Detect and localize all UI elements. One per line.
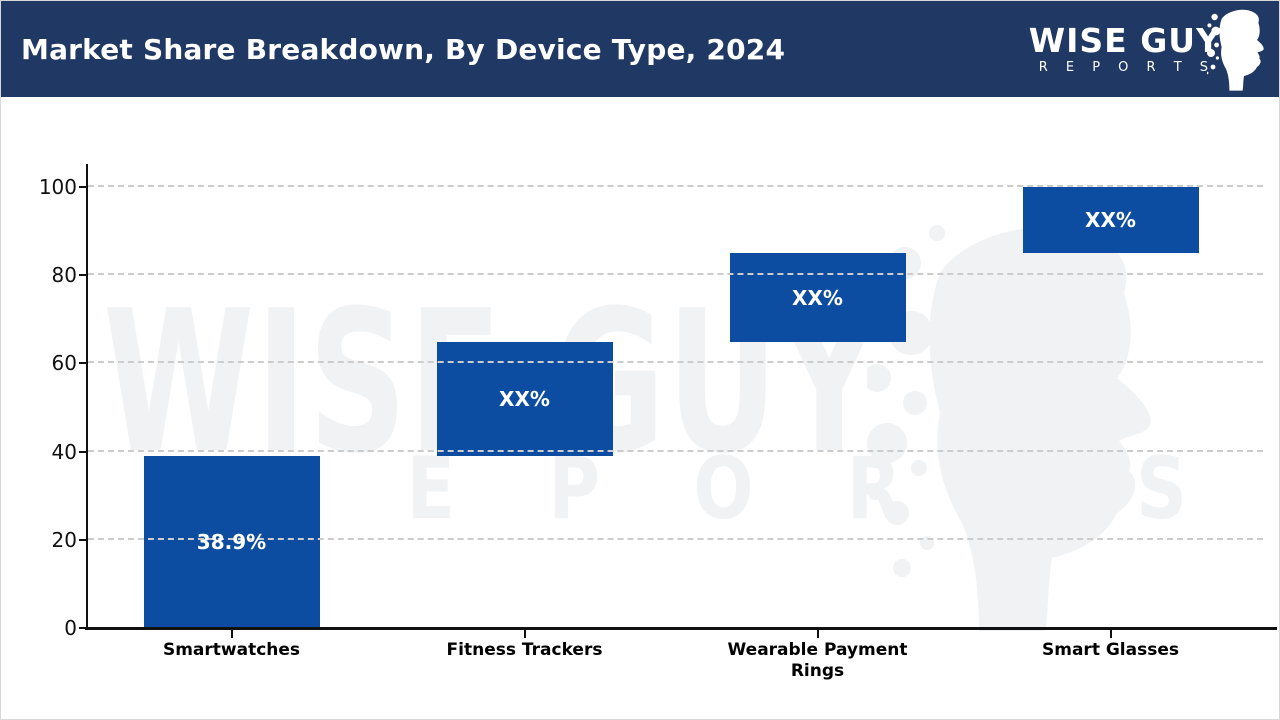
x-category-label: Smart Glasses (1042, 640, 1179, 660)
brand-logo-text: WISE GUY R E P O R T S (1028, 21, 1221, 76)
brand-logo-line2: R E P O R T S (1038, 60, 1216, 75)
y-tick-label-20: 20 (51, 527, 77, 552)
y-tick-mark-60 (79, 362, 87, 365)
gridline-20 (88, 537, 1263, 540)
x-tick-mark-2 (816, 630, 819, 638)
x-category-label: Fitness Trackers (446, 640, 603, 660)
brand-logo: WISE GUY R E P O R T S (1029, 7, 1269, 91)
x-tick-mark-0 (230, 630, 233, 638)
y-tick-mark-20 (79, 538, 87, 541)
y-tick-label-40: 40 (51, 439, 77, 464)
page-title: Market Share Breakdown, By Device Type, … (21, 32, 786, 66)
x-axis-line (85, 627, 1277, 630)
y-tick-mark-100 (79, 186, 87, 188)
gridline-40 (88, 449, 1263, 452)
y-tick-label-60: 60 (51, 351, 77, 376)
x-tick-mark-1 (523, 630, 526, 638)
gridline-60 (88, 361, 1263, 364)
x-category-label: Smartwatches (162, 640, 301, 660)
x-tick-mark-3 (1109, 630, 1112, 638)
bar-smartwatches (143, 456, 320, 628)
brand-logo-line1: WISE GUY (1028, 21, 1221, 60)
y-tick-label-80: 80 (51, 263, 77, 288)
y-tick-mark-40 (79, 450, 87, 453)
y-tick-mark-80 (79, 274, 87, 277)
bar-fitness-trackers (436, 342, 613, 457)
bar-value-label: XX% (499, 387, 550, 412)
brand-head-icon (1207, 9, 1264, 91)
bar-value-label: 38.9% (196, 530, 267, 555)
y-tick-mark-0 (79, 627, 87, 629)
gridline-100 (88, 185, 1263, 187)
bar-value-label: XX% (1085, 208, 1136, 233)
gridline-80 (88, 273, 1263, 276)
header-band: Market Share Breakdown, By Device Type, … (1, 1, 1279, 97)
plot-area: 38.9% XX% XX% XX% (88, 166, 1263, 628)
y-tick-label-0: 0 (64, 616, 77, 640)
x-category-label: Wearable Payment Rings (727, 640, 908, 681)
bar-value-label: XX% (792, 285, 843, 310)
y-tick-label-100: 100 (38, 175, 77, 199)
y-axis-line (86, 164, 88, 630)
